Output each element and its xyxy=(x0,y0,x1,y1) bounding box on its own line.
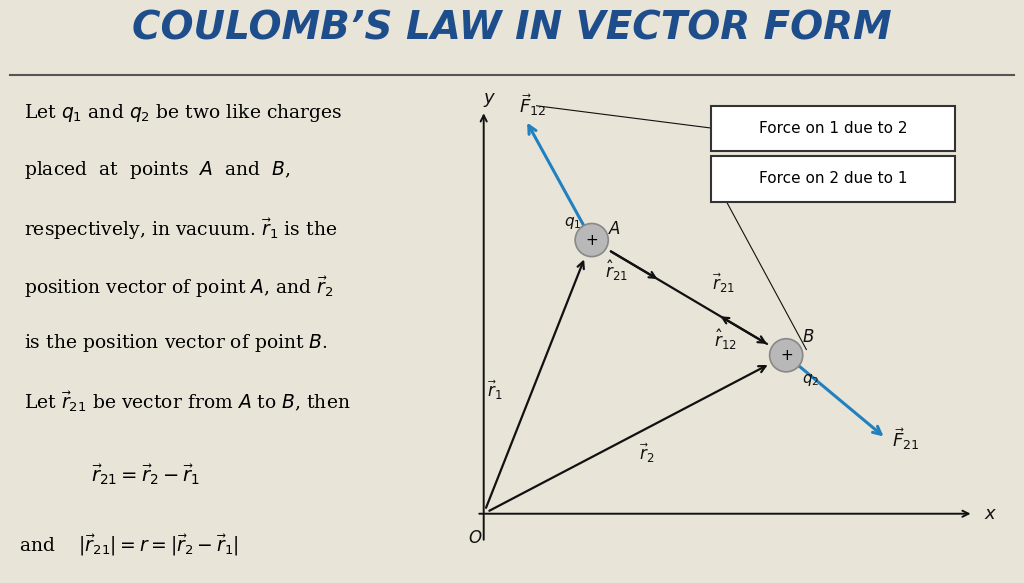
Text: COULOMB’S LAW IN VECTOR FORM: COULOMB’S LAW IN VECTOR FORM xyxy=(132,9,892,48)
Text: is the position vector of point $B$.: is the position vector of point $B$. xyxy=(24,332,328,354)
Text: $x$: $x$ xyxy=(984,505,997,523)
Circle shape xyxy=(575,223,608,257)
FancyBboxPatch shape xyxy=(712,156,954,202)
Text: $\hat{r}_{12}$: $\hat{r}_{12}$ xyxy=(714,327,737,352)
Text: Force on 1 due to 2: Force on 1 due to 2 xyxy=(759,121,907,136)
Text: $\vec{r}_{21}$: $\vec{r}_{21}$ xyxy=(712,272,734,296)
Text: and $\quad |\vec{r}_{21}| = r = |\vec{r}_2 - \vec{r}_1|$: and $\quad |\vec{r}_{21}| = r = |\vec{r}… xyxy=(19,533,239,558)
Text: $+$: $+$ xyxy=(585,233,598,248)
FancyBboxPatch shape xyxy=(712,106,954,151)
Text: $y$: $y$ xyxy=(482,91,496,109)
Text: $B$: $B$ xyxy=(802,329,814,346)
Text: $\vec{r}_{21} = \vec{r}_2 - \vec{r}_1$: $\vec{r}_{21} = \vec{r}_2 - \vec{r}_1$ xyxy=(91,463,201,487)
Text: placed  at  points  $A$  and  $B$,: placed at points $A$ and $B$, xyxy=(24,159,291,181)
Text: $q_1$: $q_1$ xyxy=(564,215,582,231)
Text: $O$: $O$ xyxy=(468,529,482,547)
Text: $\vec{F}_{21}$: $\vec{F}_{21}$ xyxy=(892,426,919,452)
Text: $\vec{r}_1$: $\vec{r}_1$ xyxy=(487,378,503,402)
Text: Let $\vec{r}_{21}$ be vector from $A$ to $B$, then: Let $\vec{r}_{21}$ be vector from $A$ to… xyxy=(24,390,350,415)
Text: position vector of point $A$, and $\vec{r}_2$: position vector of point $A$, and $\vec{… xyxy=(24,275,334,300)
Text: $q_2$: $q_2$ xyxy=(802,371,819,388)
Text: $\vec{F}_{12}$: $\vec{F}_{12}$ xyxy=(518,92,546,118)
Circle shape xyxy=(770,339,803,372)
Text: respectively, in vacuum. $\vec{r}_1$ is the: respectively, in vacuum. $\vec{r}_1$ is … xyxy=(24,217,337,242)
Text: $+$: $+$ xyxy=(779,348,793,363)
Text: Force on 2 due to 1: Force on 2 due to 1 xyxy=(759,171,907,187)
Text: $\hat{r}_{21}$: $\hat{r}_{21}$ xyxy=(605,258,628,283)
Text: $\vec{r}_2$: $\vec{r}_2$ xyxy=(639,441,653,465)
Text: Let $q_1$ and $q_2$ be two like charges: Let $q_1$ and $q_2$ be two like charges xyxy=(24,101,342,124)
Text: $A$: $A$ xyxy=(607,222,621,238)
